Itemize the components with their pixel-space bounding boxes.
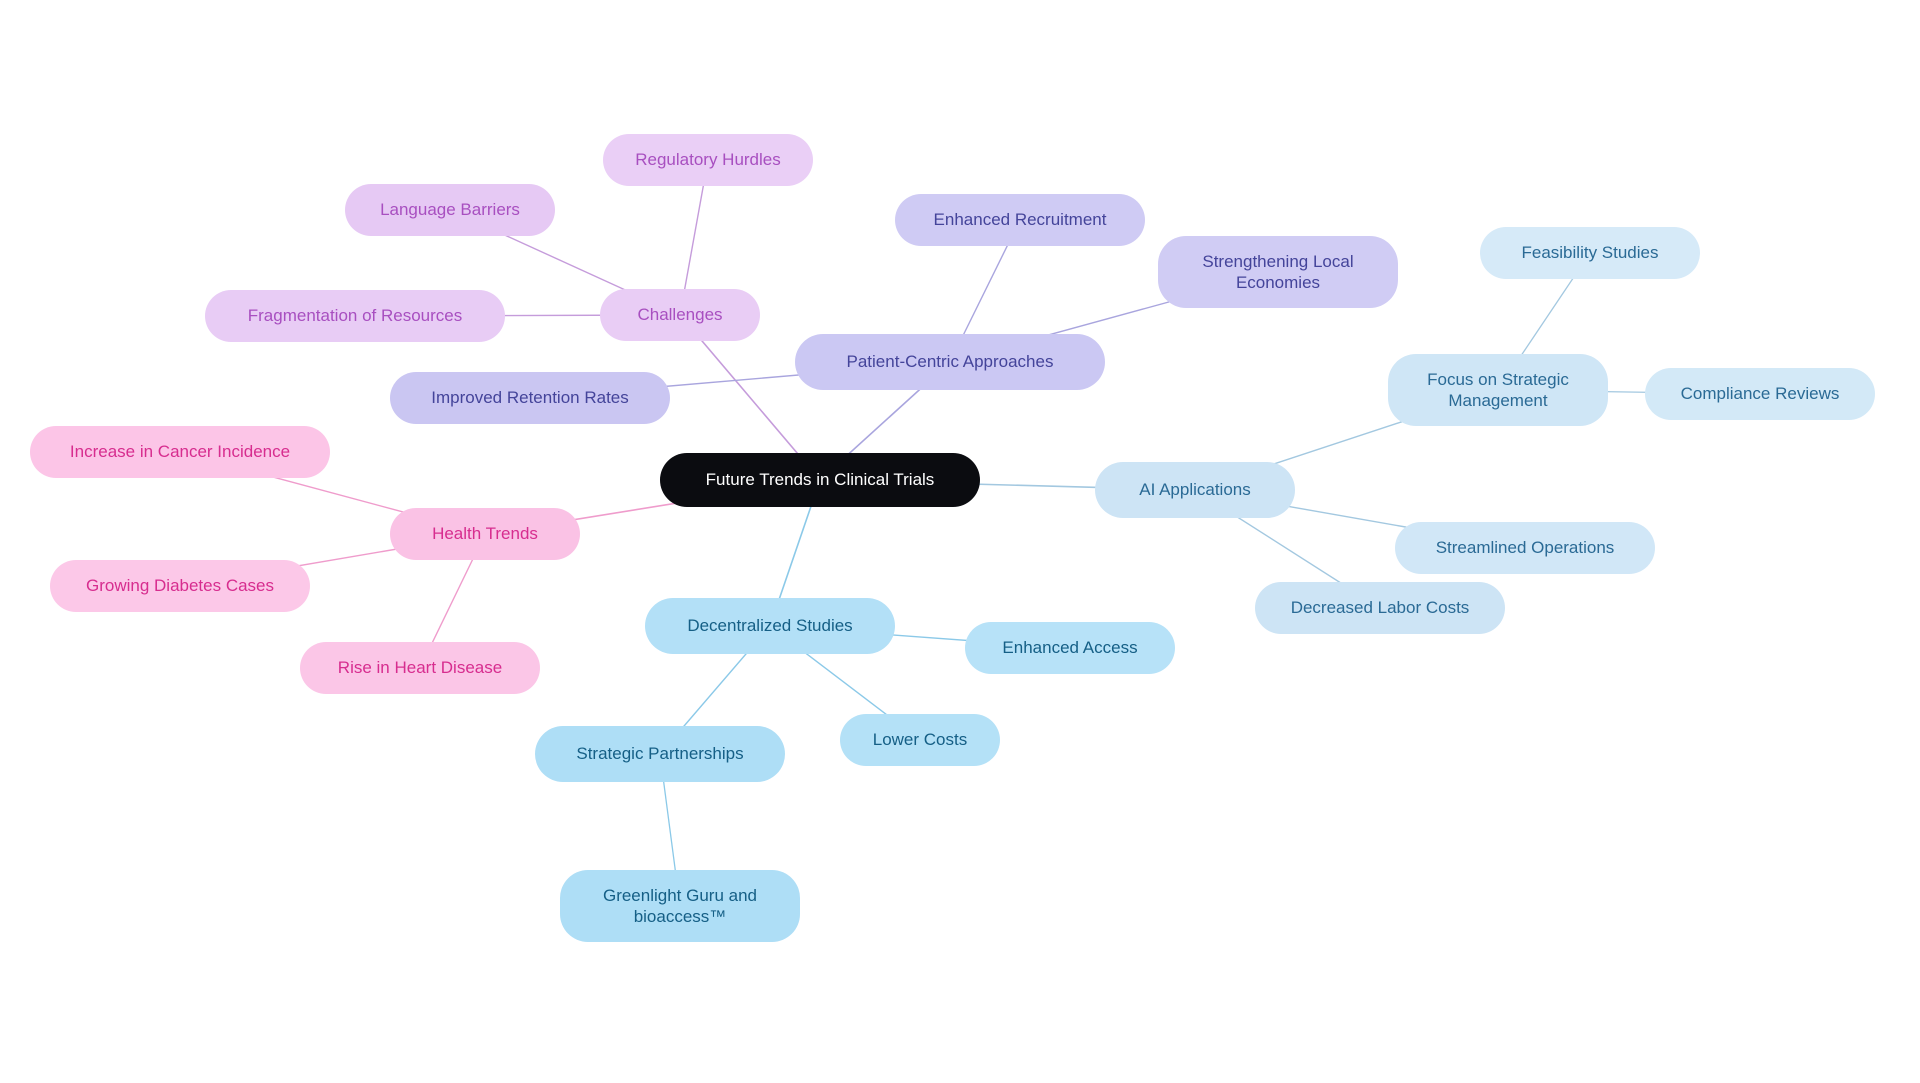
- node-reg_hurdles: Regulatory Hurdles: [603, 134, 813, 186]
- node-local_econ: Strengthening Local Economies: [1158, 236, 1398, 308]
- node-greenlight: Greenlight Guru and bioaccess™: [560, 870, 800, 942]
- node-lang_barriers: Language Barriers: [345, 184, 555, 236]
- node-enhanced_access: Enhanced Access: [965, 622, 1175, 674]
- node-patient_centric: Patient-Centric Approaches: [795, 334, 1105, 390]
- node-lower_costs: Lower Costs: [840, 714, 1000, 766]
- node-partnerships: Strategic Partnerships: [535, 726, 785, 782]
- node-decentralized: Decentralized Studies: [645, 598, 895, 654]
- node-fragmentation: Fragmentation of Resources: [205, 290, 505, 342]
- node-strategic_mgmt: Focus on Strategic Management: [1388, 354, 1608, 426]
- node-compliance: Compliance Reviews: [1645, 368, 1875, 420]
- node-streamlined: Streamlined Operations: [1395, 522, 1655, 574]
- mindmap-diagram: Future Trends in Clinical Trials Challeng…: [0, 0, 1920, 1083]
- node-enhanced_recruit: Enhanced Recruitment: [895, 194, 1145, 246]
- node-challenges: Challenges: [600, 289, 760, 341]
- node-health_trends: Health Trends: [390, 508, 580, 560]
- node-cancer: Increase in Cancer Incidence: [30, 426, 330, 478]
- node-feasibility: Feasibility Studies: [1480, 227, 1700, 279]
- node-retention: Improved Retention Rates: [390, 372, 670, 424]
- node-labor_costs: Decreased Labor Costs: [1255, 582, 1505, 634]
- node-diabetes: Growing Diabetes Cases: [50, 560, 310, 612]
- node-center: Future Trends in Clinical Trials: [660, 453, 980, 507]
- node-ai_apps: AI Applications: [1095, 462, 1295, 518]
- node-heart: Rise in Heart Disease: [300, 642, 540, 694]
